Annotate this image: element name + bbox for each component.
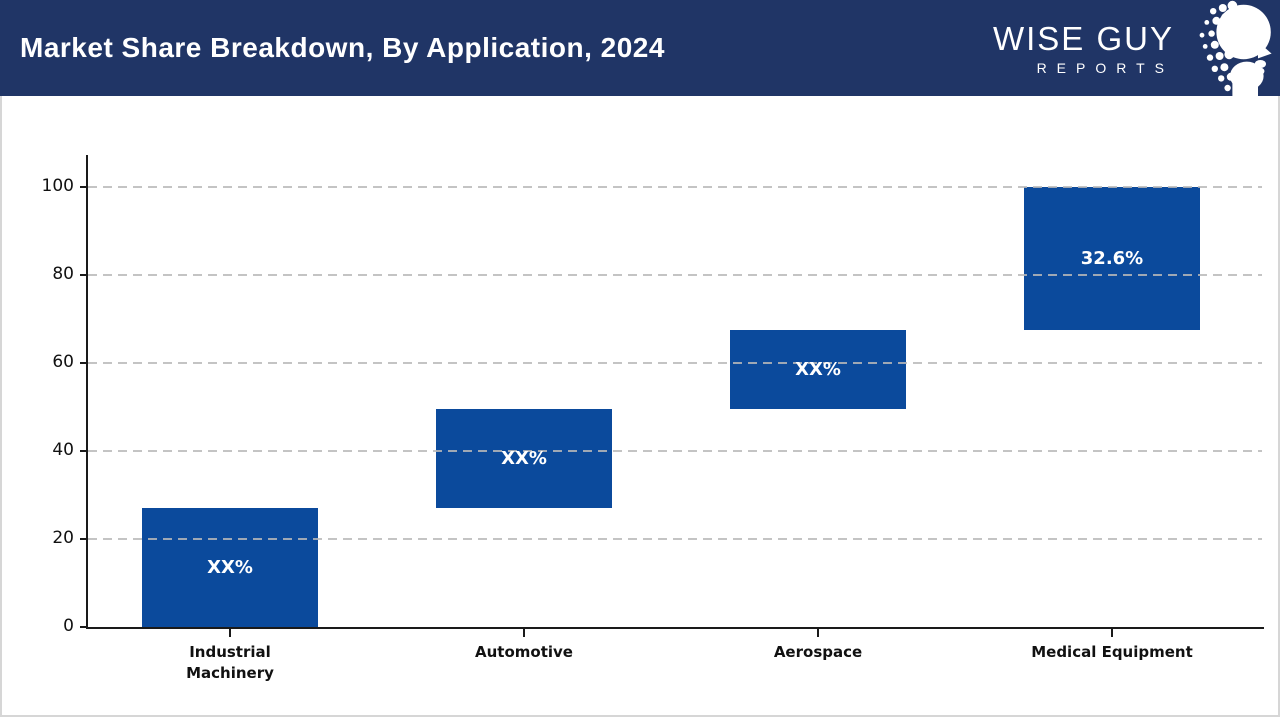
x-tick-label-medical equipment: Medical Equipment — [1031, 643, 1193, 661]
gridline-20 — [88, 538, 1262, 540]
x-tick-label-industrial: Industrial Machinery — [186, 643, 274, 682]
y-tick-label-20: 20 — [52, 528, 74, 548]
logo-text: WISE GUY REPORTS — [993, 20, 1174, 76]
gridline-80 — [88, 274, 1262, 276]
y-tick-label-40: 40 — [52, 440, 74, 460]
bar-value-label: XX% — [207, 557, 253, 579]
x-tick-mark — [817, 629, 819, 637]
header-bar: Market Share Breakdown, By Application, … — [0, 0, 1280, 96]
y-tick-label-0: 0 — [63, 616, 74, 636]
y-axis-line — [86, 155, 88, 629]
logo-subtext: REPORTS — [1036, 60, 1174, 76]
bar-value-label: 32.6% — [1080, 248, 1144, 270]
y-tick-mark-60 — [80, 362, 88, 364]
x-tick-mark — [229, 629, 231, 637]
wiseguy-logo: WISE GUY REPORTS — [993, 0, 1280, 96]
y-tick-label-100: 100 — [41, 176, 74, 196]
gridline-60 — [88, 362, 1262, 364]
y-tick-mark-0 — [80, 626, 88, 628]
x-tick-label-automotive: Automotive — [475, 643, 573, 661]
x-axis-line — [86, 627, 1264, 629]
wiseguy-face-icon — [1199, 0, 1272, 96]
bar-aerospace — [730, 330, 906, 410]
x-tick-mark — [523, 629, 525, 637]
gridline-100 — [88, 186, 1262, 188]
chart-title: Market Share Breakdown, By Application, … — [20, 32, 665, 63]
gridline-40 — [88, 450, 1262, 452]
y-tick-label-80: 80 — [52, 264, 74, 284]
bar-automotive — [436, 409, 612, 509]
bar-industrial-machinery — [142, 508, 318, 627]
y-tick-mark-80 — [80, 274, 88, 276]
bar-value-label: XX% — [795, 359, 841, 381]
y-tick-label-60: 60 — [52, 352, 74, 372]
y-tick-mark-20 — [80, 538, 88, 540]
x-tick-label-aerospace: Aerospace — [773, 643, 863, 661]
y-tick-mark-40 — [80, 450, 88, 452]
x-tick-mark — [1111, 629, 1113, 637]
y-tick-mark-100 — [80, 186, 88, 188]
logo-wordmark: WISE GUY — [992, 20, 1174, 57]
waterfall-chart: 0 20 40 60 80 100 XX% XX% XX% 32.6% Industrial M… — [0, 96, 1280, 720]
bar-value-label: XX% — [501, 448, 547, 470]
